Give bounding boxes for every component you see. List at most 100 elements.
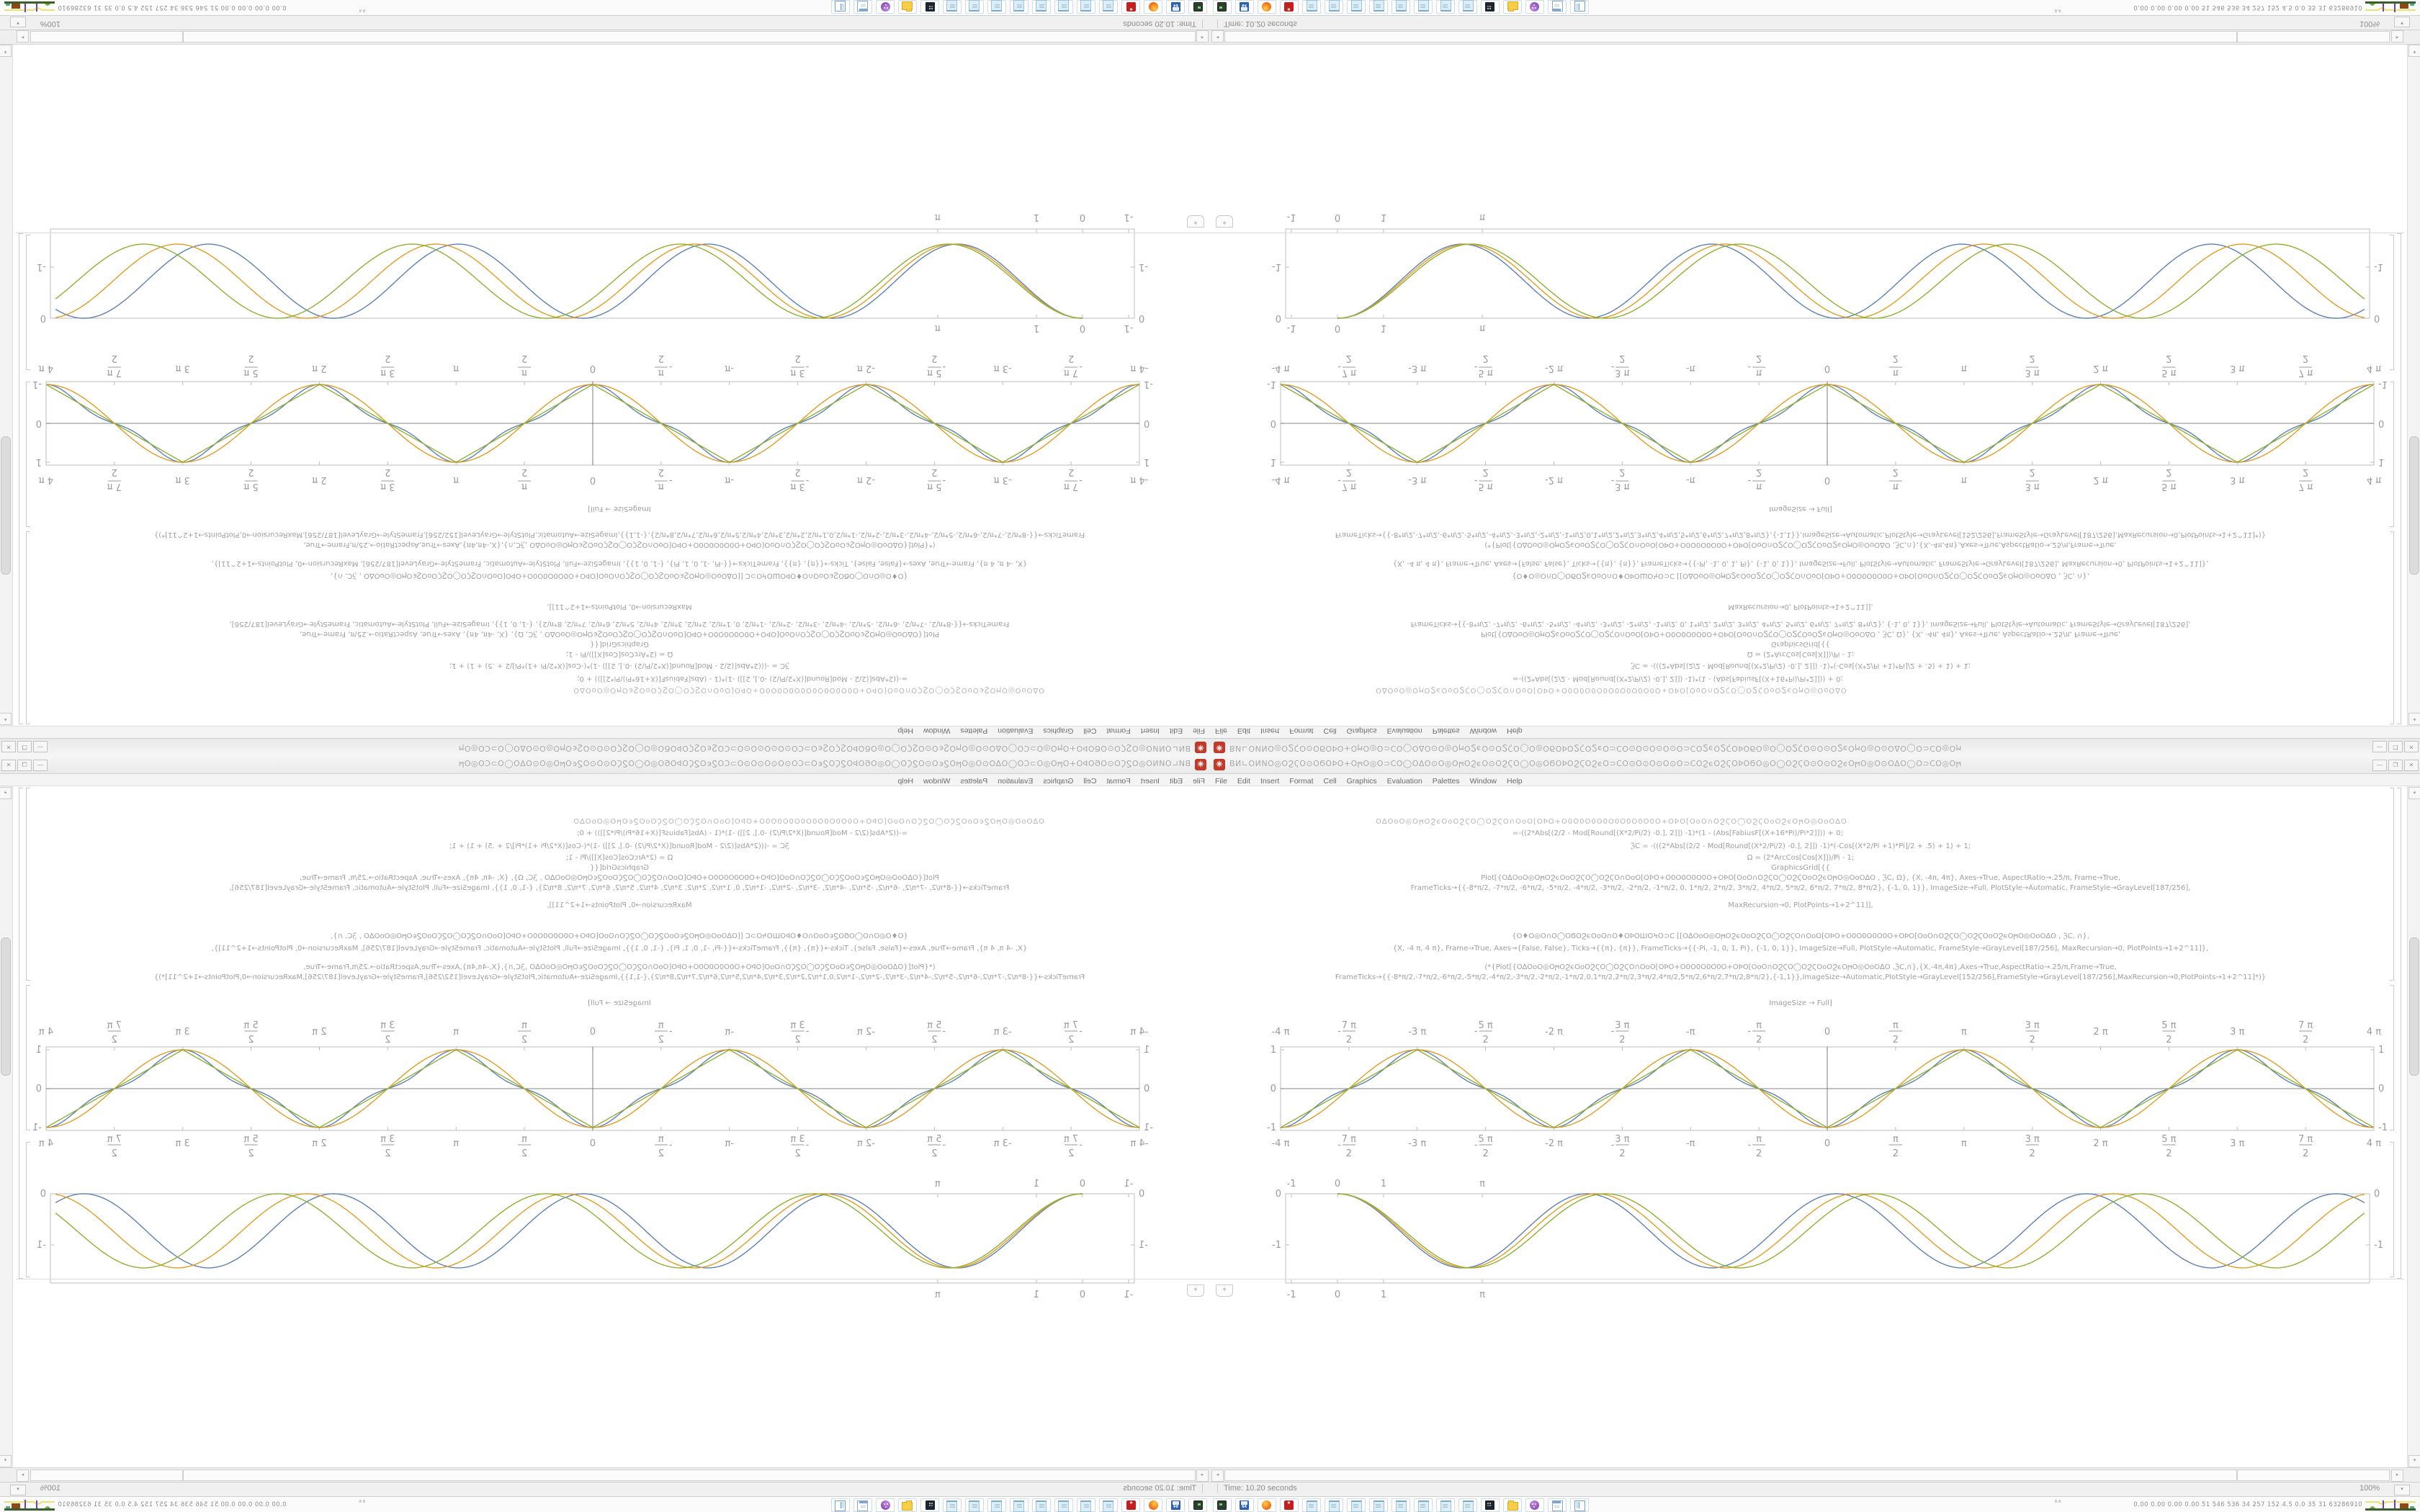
cell-bracket-group[interactable]: [19, 233, 23, 724]
code-line-5[interactable]: GraphicsGrid[{{: [1771, 640, 1830, 648]
menu-help[interactable]: Help: [1507, 726, 1523, 735]
menu-format[interactable]: Format: [1289, 726, 1314, 735]
horizontal-scrollbar[interactable]: ◂ ▸: [1210, 30, 2420, 45]
taskbar-button-11[interactable]: [1436, 1498, 1455, 1512]
taskbar-button-15[interactable]: [876, 0, 895, 14]
magnification-dropdown-icon[interactable]: ▾: [2394, 1485, 2410, 1495]
magnification-dropdown-icon[interactable]: ▾: [10, 1485, 26, 1495]
menu-format[interactable]: Format: [1106, 726, 1131, 735]
taskbar-button-3[interactable]: [1144, 0, 1162, 14]
insert-cell-button[interactable]: +: [1187, 1284, 1204, 1297]
menu-edit[interactable]: Edit: [1169, 726, 1183, 735]
window-titlebar[interactable]: ✳ ΒͶ∟ΟͶΝΟ◎ΟϨϚΟ⊙ΟϬΟϷΟ+ΟϻΟ◎Ο⊃ϹΟ◯ΟΔΟ⊙Ο◎ΟϻΟϨ…: [0, 756, 1210, 774]
taskbar-button-10[interactable]: [1414, 1498, 1433, 1512]
horizontal-scroll-track-2[interactable]: [2237, 31, 2390, 42]
taskbar-button-11[interactable]: [965, 1498, 984, 1512]
menu-edit[interactable]: Edit: [1169, 777, 1183, 786]
taskbar-button-2[interactable]: 64: [1166, 0, 1185, 14]
scroll-up-icon[interactable]: ▴: [2408, 713, 2420, 725]
minimize-button[interactable]: —: [2372, 741, 2387, 752]
taskbar-button-9[interactable]: [1392, 0, 1410, 14]
menu-palettes[interactable]: Palettes: [960, 726, 988, 735]
scroll-down-icon[interactable]: ▾: [2408, 1455, 2420, 1467]
taskbar-button-12[interactable]: [1458, 1498, 1477, 1512]
taskbar-button-5[interactable]: [1302, 1498, 1321, 1512]
minimize-button[interactable]: —: [2372, 760, 2387, 771]
code-line-12[interactable]: FrameTicks→{{-8*π/2,-7*π/2,-6*π/2,-5*π/2…: [153, 531, 1085, 539]
scroll-right-icon[interactable]: ▸: [2391, 30, 2403, 42]
taskbar-button-4[interactable]: *: [1121, 0, 1140, 14]
menu-window[interactable]: Window: [923, 777, 951, 786]
taskbar-button-5[interactable]: [1302, 0, 1321, 14]
code-line-4[interactable]: Ω = (2*ArcCos[Cos[X]])/Pi - 1;: [1747, 854, 1855, 862]
cell-bracket-input[interactable]: [2390, 788, 2394, 981]
taskbar-button-11[interactable]: [965, 0, 984, 14]
menu-cell[interactable]: Cell: [1083, 777, 1097, 786]
taskbar-button-4[interactable]: *: [1280, 0, 1299, 14]
menu-file[interactable]: File: [1215, 777, 1227, 786]
taskbar-button-1[interactable]: [1213, 1498, 1232, 1512]
scroll-down-icon[interactable]: ▾: [0, 1455, 12, 1467]
taskbar-button-8[interactable]: [1032, 0, 1051, 14]
code-line-3[interactable]: ℨC = -(((2*Abs[(2/2 - Mod[Round[(X*2/Pi/…: [1630, 662, 1971, 670]
taskbar-button-6[interactable]: [1325, 0, 1343, 14]
menu-evaluation[interactable]: Evaluation: [1386, 777, 1422, 786]
code-line-6[interactable]: Plot[{Ο∆ΟοΟ◎ΟϻΟϨϵΟοΟϨϚΟ◯ΟϨϚΟ∩ΟοΟ[ΟϷΟ+Ο0Ο…: [1481, 874, 2120, 882]
code-line-11[interactable]: (*{Plot[{Ο∆ΟοΟ◎ΟϻΟϨϵΟοΟϨϚΟ◯ΟϨϚΟ∩ΟοΟ[ΟϷΟ+…: [303, 963, 936, 971]
vertical-scrollbar[interactable]: ▴ ▾: [2407, 45, 2420, 726]
cell-bracket-input[interactable]: [26, 788, 30, 981]
code-line-13[interactable]: ImageSize → Full]: [588, 505, 651, 513]
taskbar-button-5[interactable]: [1099, 1498, 1118, 1512]
menu-edit[interactable]: Edit: [1237, 777, 1251, 786]
menu-insert[interactable]: Insert: [1140, 726, 1160, 735]
menu-format[interactable]: Format: [1289, 777, 1314, 786]
code-line-4[interactable]: Ω = (2*ArcCos[Cos[X]])/Pi - 1;: [565, 650, 673, 658]
taskbar-button-7[interactable]: [1054, 0, 1073, 14]
tray-overflow-icon[interactable]: ∧∧: [2054, 1499, 2062, 1504]
code-line-11[interactable]: (*{Plot[{Ο∆ΟοΟ◎ΟϻΟϨϵΟοΟϨϚΟ◯ΟϨϚΟ∩ΟοΟ[ΟϷΟ+…: [1484, 963, 2117, 971]
magnification-label[interactable]: 100%: [2360, 19, 2380, 28]
horizontal-scroll-track-2[interactable]: [2237, 1470, 2390, 1481]
notebook-area[interactable]: Ο∆ΟοΟ◎ΟϻΟϨϵΟοΟϨϚΟ◯ΟϨϚΟ∩ΟοΟ[ΟϷΟ+Ο0Ο0Ο0Ο0Ο…: [1210, 786, 2420, 1467]
taskbar-button-7[interactable]: [1054, 1498, 1073, 1512]
insert-cell-button[interactable]: +: [1216, 1284, 1233, 1297]
taskbar-button-12[interactable]: [943, 1498, 962, 1512]
code-line-11[interactable]: (*{Plot[{Ο∆ΟοΟ◎ΟϻΟϨϵΟοΟϨϚΟ◯ΟϨϚΟ∩ΟοΟ[ΟϷΟ+…: [303, 541, 936, 549]
code-line-1[interactable]: Ο∆ΟοΟ◎ΟϻΟϨϵΟοΟϨϚΟ◯ΟϨϚΟ∩ΟοΟ[ΟϷΟ+Ο0Ο0Ο0Ο0Ο…: [1376, 686, 1847, 694]
menu-evaluation[interactable]: Evaluation: [998, 726, 1034, 735]
vertical-scroll-thumb[interactable]: [1, 937, 11, 1076]
code-line-13[interactable]: ImageSize → Full]: [1769, 999, 1832, 1007]
taskbar-button-15[interactable]: [876, 1498, 895, 1512]
cell-bracket-output-2[interactable]: [2390, 1142, 2394, 1277]
taskbar-button-8[interactable]: [1369, 0, 1388, 14]
menu-evaluation[interactable]: Evaluation: [998, 777, 1034, 786]
code-line-5[interactable]: GraphicsGrid[{{: [590, 640, 649, 648]
close-button[interactable]: ✕: [2404, 741, 2419, 752]
code-line-5[interactable]: GraphicsGrid[{{: [590, 864, 649, 872]
code-line-9[interactable]: {Ο♦Ο◎Ο∩Ο◯ΟϬΟϨϵΟοΟ∩Ο♦ΟϷΟШΟϞΟ⊃Ϲ [[Ο∆ΟοΟ◎Οϻ…: [1512, 932, 2089, 940]
magnification-label[interactable]: 100%: [2360, 1484, 2380, 1493]
code-line-7[interactable]: FrameTicks→{{-8*π/2, -7*π/2, -6*π/2, -5*…: [1410, 884, 2191, 892]
code-line-8[interactable]: MaxRecursion→0, PlotPoints→1+2^11]],: [547, 901, 692, 909]
taskbar-button-7[interactable]: [1347, 1498, 1366, 1512]
code-line-8[interactable]: MaxRecursion→0, PlotPoints→1+2^11]],: [1728, 603, 1873, 611]
menu-help[interactable]: Help: [897, 726, 913, 735]
code-line-1[interactable]: Ο∆ΟοΟ◎ΟϻΟϨϵΟοΟϨϚΟ◯ΟϨϚΟ∩ΟοΟ[ΟϷΟ+Ο0Ο0Ο0Ο0Ο…: [1376, 818, 1847, 826]
menu-cell[interactable]: Cell: [1323, 726, 1337, 735]
cell-bracket-input[interactable]: [2390, 531, 2394, 724]
taskbar-button-1[interactable]: [1188, 1498, 1207, 1512]
cell-bracket-output-2[interactable]: [26, 1142, 30, 1277]
taskbar-button-17[interactable]: [1570, 1498, 1589, 1512]
scroll-up-icon[interactable]: ▴: [2408, 787, 2420, 799]
scroll-right-icon[interactable]: ▸: [17, 30, 29, 42]
scroll-right-icon[interactable]: ▸: [2391, 1470, 2403, 1482]
horizontal-scroll-track[interactable]: [1224, 1470, 2237, 1481]
window-titlebar[interactable]: ✳ ΒͶ∟ΟͶΝΟ◎ΟϨϚΟ⊙ΟϬΟϷΟ+ΟϻΟ◎Ο⊃ϹΟ◯ΟΔΟ⊙Ο◎ΟϻΟϨ…: [1210, 756, 2420, 774]
taskbar-button-8[interactable]: [1032, 1498, 1051, 1512]
cell-bracket-output-1[interactable]: [2390, 382, 2394, 527]
horizontal-scrollbar[interactable]: ◂ ▸: [0, 1467, 1210, 1482]
taskbar-button-17[interactable]: [1570, 0, 1589, 14]
menu-window[interactable]: Window: [1469, 777, 1497, 786]
cell-bracket-group[interactable]: [2397, 233, 2401, 724]
taskbar-button-2[interactable]: 64: [1166, 1498, 1185, 1512]
